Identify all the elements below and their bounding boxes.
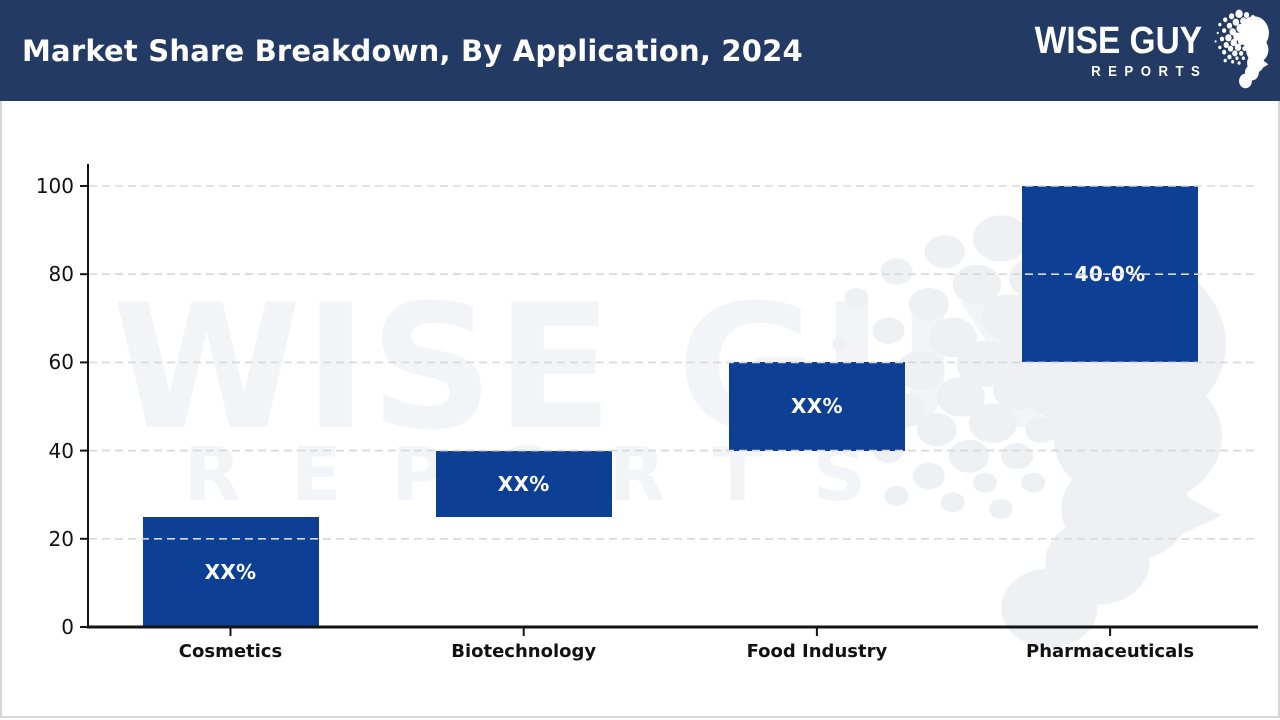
bar-value-label: XX% [204,559,257,584]
brand-head-icon [1206,9,1270,93]
y-tick-label: 0 [61,615,74,639]
bar-biotechnology: XX% [435,450,612,517]
header-bar: Market Share Breakdown, By Application, … [0,0,1280,101]
brand-name: WISE GUY [1034,20,1202,62]
brand-logo-text: WISE GUY REPORTS [1035,22,1202,79]
y-tick-label: 100 [35,174,74,198]
category-label: Pharmaceuticals [1026,641,1195,662]
y-tick-label: 60 [48,350,74,375]
page-title: Market Share Breakdown, By Application, … [22,33,803,68]
y-tick-label: 20 [48,526,74,551]
brand-logo: WISE GUY REPORTS [1012,9,1270,93]
bar-value-label: XX% [497,471,550,496]
bar-cosmetics: XX% [142,516,319,627]
y-tick-label: 80 [48,262,74,287]
y-tick-label: 40 [48,438,74,463]
category-label: Food Industry [746,641,888,662]
brand-subname: REPORTS [1091,63,1208,80]
category-label: Cosmetics [178,641,283,662]
category-label: Biotechnology [451,641,597,662]
